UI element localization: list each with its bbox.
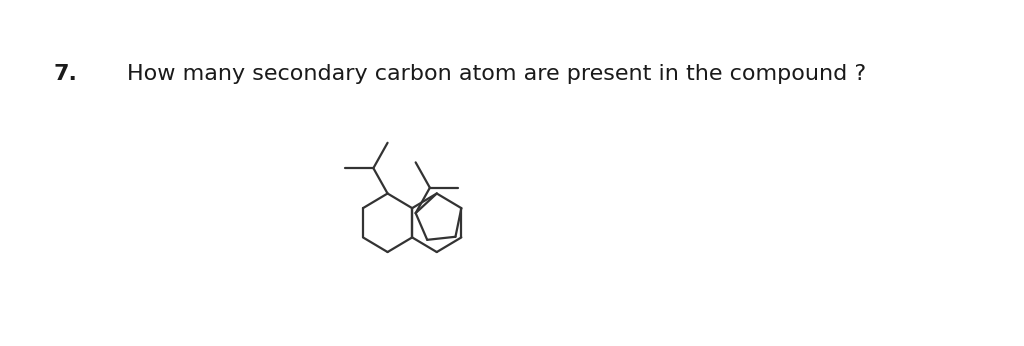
- Text: How many secondary carbon atom are present in the compound ?: How many secondary carbon atom are prese…: [127, 64, 866, 84]
- Text: 7.: 7.: [53, 64, 77, 84]
